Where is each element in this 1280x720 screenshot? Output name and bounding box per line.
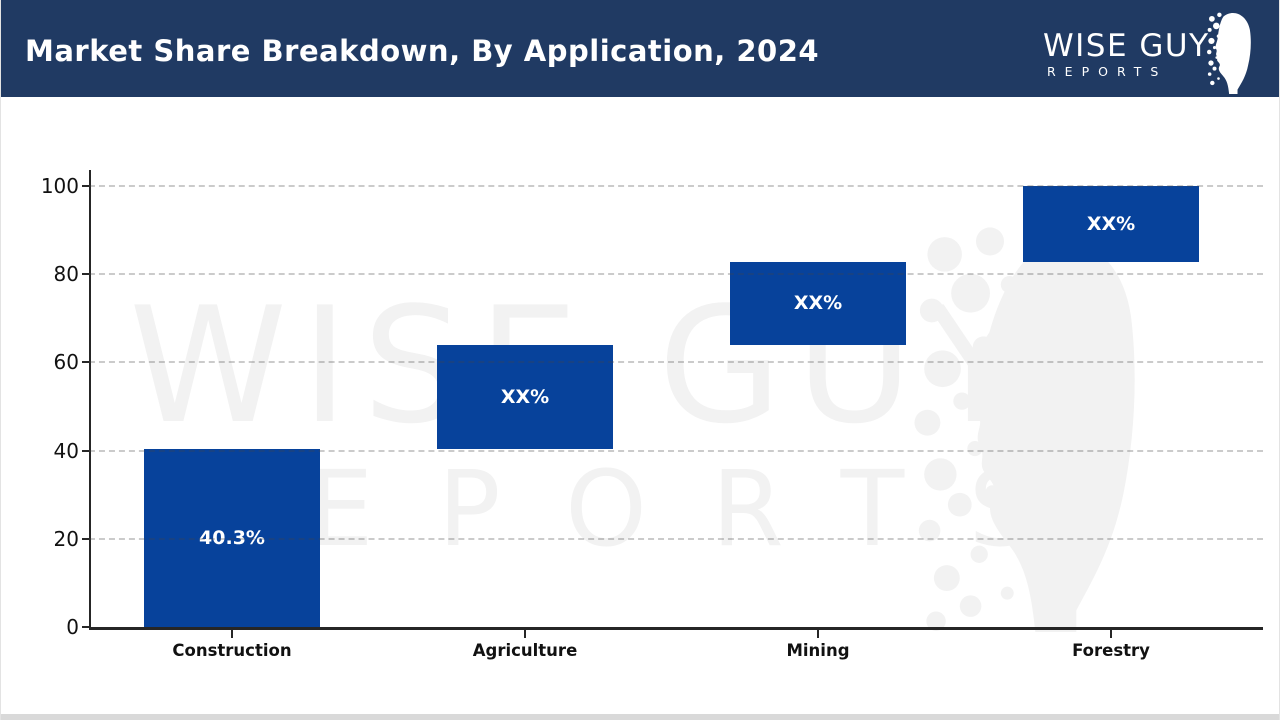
y-tick-label: 100 (40, 174, 79, 198)
bar-value-label: XX% (793, 292, 843, 315)
x-tick-label-construction: Construction (172, 641, 292, 660)
x-tick-label-agriculture: Agriculture (472, 641, 578, 660)
x-tick-label-mining: Mining (786, 641, 850, 660)
y-tick-label: 0 (66, 615, 79, 639)
gridline (89, 273, 1263, 276)
bar-forestry: XX% (1023, 186, 1199, 262)
bar-mining: XX% (730, 261, 906, 345)
y-tick-mark (82, 361, 89, 364)
logo-wordmark: WISE GUY (1043, 28, 1210, 64)
y-tick-label: 40 (53, 438, 79, 463)
y-tick-label: 60 (53, 350, 79, 375)
header: Market Share Breakdown, By Application, … (1, 0, 1279, 97)
bottom-strip (1, 714, 1279, 720)
y-tick-mark (82, 449, 89, 452)
logo-head-icon (1207, 12, 1251, 94)
bar-value-label: 40.3% (199, 527, 265, 550)
gridline (89, 537, 1263, 540)
wiseguy-logo: WISE GUY REPORTS (1007, 6, 1267, 94)
bar-agriculture: XX% (437, 344, 613, 450)
y-axis-line (89, 170, 91, 629)
y-tick-mark (82, 185, 89, 187)
x-axis-line (89, 627, 1263, 630)
gridline (89, 449, 1263, 452)
x-tick-mark (524, 629, 526, 638)
bar-value-label: XX% (1086, 212, 1136, 235)
bar-construction: 40.3% (144, 449, 320, 627)
x-tick-mark (231, 629, 233, 638)
y-tick-label: 20 (53, 526, 79, 551)
logo-subtitle: REPORTS (1047, 64, 1168, 79)
x-tick-mark (1110, 629, 1112, 638)
gridline (89, 361, 1263, 364)
bar-value-label: XX% (500, 386, 550, 408)
x-tick-mark (817, 629, 819, 638)
y-tick-mark (82, 626, 89, 628)
y-tick-label: 80 (53, 262, 79, 287)
gridline (89, 185, 1263, 187)
y-tick-mark (82, 537, 89, 540)
y-tick-mark (82, 273, 89, 276)
x-tick-label-forestry: Forestry (1072, 641, 1150, 660)
chart-title: Market Share Breakdown, By Application, … (25, 34, 820, 68)
